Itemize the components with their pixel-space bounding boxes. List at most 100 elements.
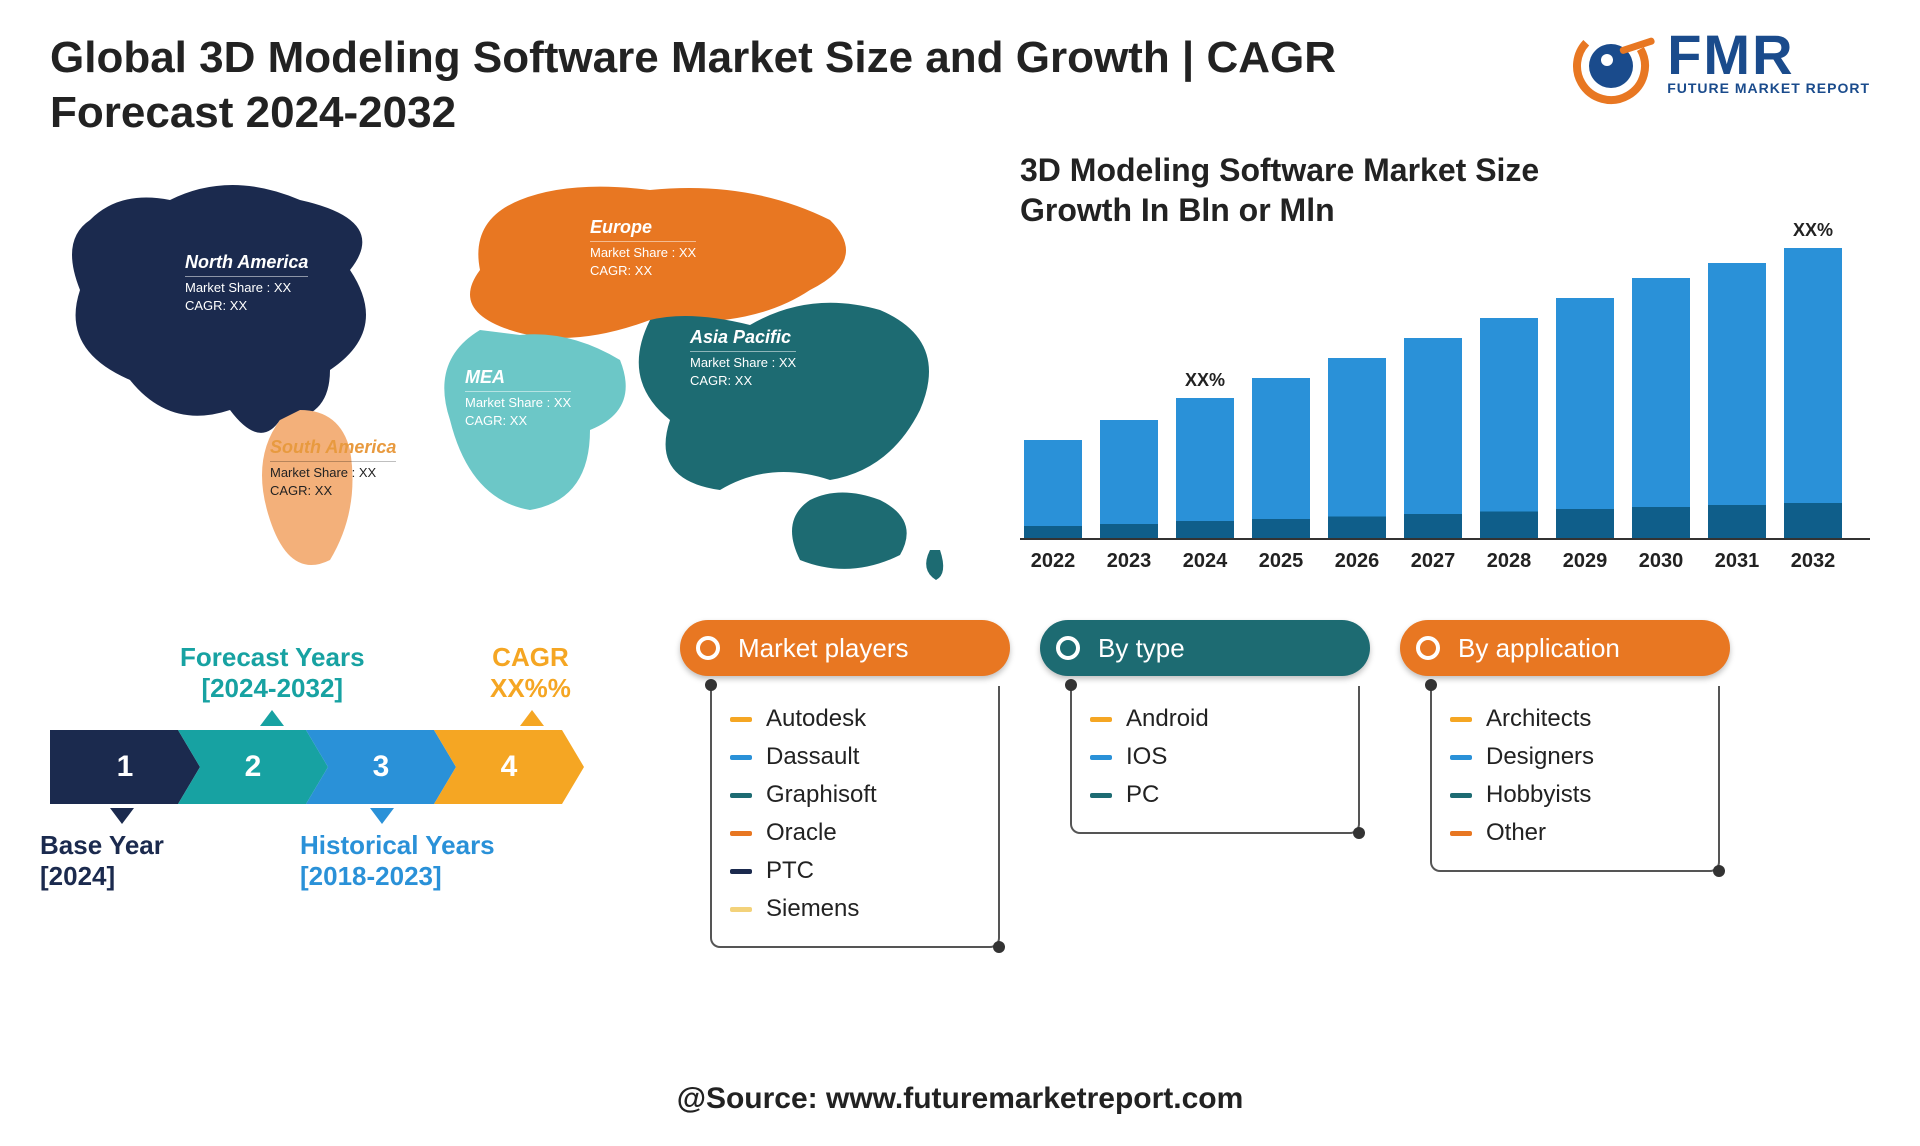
list-item: Android bbox=[1090, 700, 1358, 738]
xlabel-2031: 2031 bbox=[1708, 550, 1766, 573]
dash-icon bbox=[1450, 755, 1472, 760]
pill-by-type: By type bbox=[1040, 620, 1370, 676]
chart-title: 3D Modeling Software Market Size Growth … bbox=[1020, 150, 1540, 230]
xlabel-2022: 2022 bbox=[1024, 550, 1082, 573]
pill-dot-icon bbox=[1416, 636, 1440, 660]
pill-title-by-type: By type bbox=[1098, 633, 1185, 664]
tl-base-2: [2024] bbox=[40, 861, 115, 891]
list-item: Oracle bbox=[730, 814, 998, 852]
map-na-share: Market Share : XX bbox=[185, 276, 308, 297]
map-sa-name: South America bbox=[270, 435, 396, 459]
dash-icon bbox=[1450, 717, 1472, 722]
tl-forecast-1: Forecast Years bbox=[180, 642, 365, 672]
bar-2023 bbox=[1100, 420, 1158, 538]
dash-icon bbox=[730, 717, 752, 722]
xlabel-2032: 2032 bbox=[1784, 550, 1842, 573]
world-map: North America Market Share : XX CAGR: XX… bbox=[50, 160, 970, 590]
item-label-by-type-2: PC bbox=[1126, 781, 1159, 809]
fmr-logo: FMR FUTURE MARKET REPORT bbox=[1571, 20, 1870, 106]
source-line: @Source: www.futuremarketreport.com bbox=[0, 1082, 1920, 1116]
page-title: Global 3D Modeling Software Market Size … bbox=[50, 30, 1450, 140]
bar-2022 bbox=[1024, 440, 1082, 538]
xlabel-2023: 2023 bbox=[1100, 550, 1158, 573]
list-item: Designers bbox=[1450, 738, 1718, 776]
item-label-by-application-2: Hobbyists bbox=[1486, 781, 1591, 809]
logo-text-sub: FUTURE MARKET REPORT bbox=[1667, 80, 1870, 96]
list-item: Architects bbox=[1450, 700, 1718, 738]
dash-icon bbox=[1090, 755, 1112, 760]
map-na-name: North America bbox=[185, 250, 308, 274]
pill-by-application: By application bbox=[1400, 620, 1730, 676]
bar-2032: XX% bbox=[1784, 248, 1842, 538]
pill-dot-icon bbox=[696, 636, 720, 660]
col-market-players: Market players AutodeskDassault Graphisoft… bbox=[680, 620, 1010, 948]
list-item: PC bbox=[1090, 776, 1358, 814]
dash-icon bbox=[730, 907, 752, 912]
item-label-market-players-2: Graphisoft bbox=[766, 781, 877, 809]
pill-title-by-application: By application bbox=[1458, 633, 1620, 664]
tl-cagr-2: XX%% bbox=[490, 673, 571, 703]
list-item: Dassault bbox=[730, 738, 998, 776]
logo-text-fmr: FMR bbox=[1667, 30, 1870, 80]
col-by-type: By type Android IOS PC bbox=[1040, 620, 1370, 834]
xlabel-2028: 2028 bbox=[1480, 550, 1538, 573]
dash-icon bbox=[1090, 717, 1112, 722]
item-label-market-players-3: Oracle bbox=[766, 819, 837, 847]
xlabel-2030: 2030 bbox=[1632, 550, 1690, 573]
bar-2027 bbox=[1404, 338, 1462, 538]
bar-2024: XX% bbox=[1176, 398, 1234, 538]
bar-label-2024: XX% bbox=[1185, 370, 1225, 391]
map-sa-cagr: CAGR: XX bbox=[270, 483, 332, 498]
item-label-by-type-1: IOS bbox=[1126, 743, 1167, 771]
map-ap-name: Asia Pacific bbox=[690, 325, 796, 349]
dash-icon bbox=[730, 831, 752, 836]
bar-2026 bbox=[1328, 358, 1386, 538]
list-item: Siemens bbox=[730, 890, 998, 928]
bracket-by-type: Android IOS PC bbox=[1070, 686, 1360, 834]
list-item: Graphisoft bbox=[730, 776, 998, 814]
item-label-market-players-5: Siemens bbox=[766, 895, 859, 923]
xlabel-2029: 2029 bbox=[1556, 550, 1614, 573]
item-label-by-application-0: Architects bbox=[1486, 705, 1591, 733]
list-item: Hobbyists bbox=[1450, 776, 1718, 814]
dash-icon bbox=[730, 755, 752, 760]
growth-bar-chart: 3D Modeling Software Market Size Growth … bbox=[1020, 150, 1870, 570]
tl-forecast-2: [2024-2032] bbox=[201, 673, 343, 703]
item-label-by-type-0: Android bbox=[1126, 705, 1209, 733]
dash-icon bbox=[1090, 793, 1112, 798]
map-sa-share: Market Share : XX bbox=[270, 461, 396, 482]
list-item: PTC bbox=[730, 852, 998, 890]
pill-market-players: Market players bbox=[680, 620, 1010, 676]
map-mea-name: MEA bbox=[465, 365, 571, 389]
tl-hist-2: [2018-2023] bbox=[300, 861, 442, 891]
map-mea-cagr: CAGR: XX bbox=[465, 413, 527, 428]
bar-2030 bbox=[1632, 278, 1690, 538]
fmr-logo-icon bbox=[1571, 20, 1657, 106]
bar-2029 bbox=[1556, 298, 1614, 538]
list-item: Autodesk bbox=[730, 700, 998, 738]
list-item: Other bbox=[1450, 814, 1718, 852]
pill-dot-icon bbox=[1056, 636, 1080, 660]
tl-hist-1: Historical Years bbox=[300, 830, 495, 860]
timeline: Forecast Years [2024-2032] CAGR XX%% 123… bbox=[50, 730, 630, 804]
map-eu-share: Market Share : XX bbox=[590, 241, 696, 262]
map-mea-share: Market Share : XX bbox=[465, 391, 571, 412]
tl-cagr-1: CAGR bbox=[492, 642, 569, 672]
map-ap-share: Market Share : XX bbox=[690, 351, 796, 372]
bar-2031 bbox=[1708, 263, 1766, 538]
xlabel-2025: 2025 bbox=[1252, 550, 1310, 573]
dash-icon bbox=[730, 869, 752, 874]
item-label-by-application-3: Other bbox=[1486, 819, 1546, 847]
pill-title-market-players: Market players bbox=[738, 633, 909, 664]
map-eu-name: Europe bbox=[590, 215, 696, 239]
xlabel-2026: 2026 bbox=[1328, 550, 1386, 573]
timeline-step-4: 4 bbox=[434, 730, 584, 804]
bracket-market-players: AutodeskDassault Graphisoft Oracle PTC Sieme… bbox=[710, 686, 1000, 948]
list-item: IOS bbox=[1090, 738, 1358, 776]
item-label-by-application-1: Designers bbox=[1486, 743, 1594, 771]
xlabel-2024: 2024 bbox=[1176, 550, 1234, 573]
dash-icon bbox=[1450, 831, 1472, 836]
bar-2028 bbox=[1480, 318, 1538, 538]
bar-label-2032: XX% bbox=[1793, 220, 1833, 241]
map-ap-cagr: CAGR: XX bbox=[690, 373, 752, 388]
